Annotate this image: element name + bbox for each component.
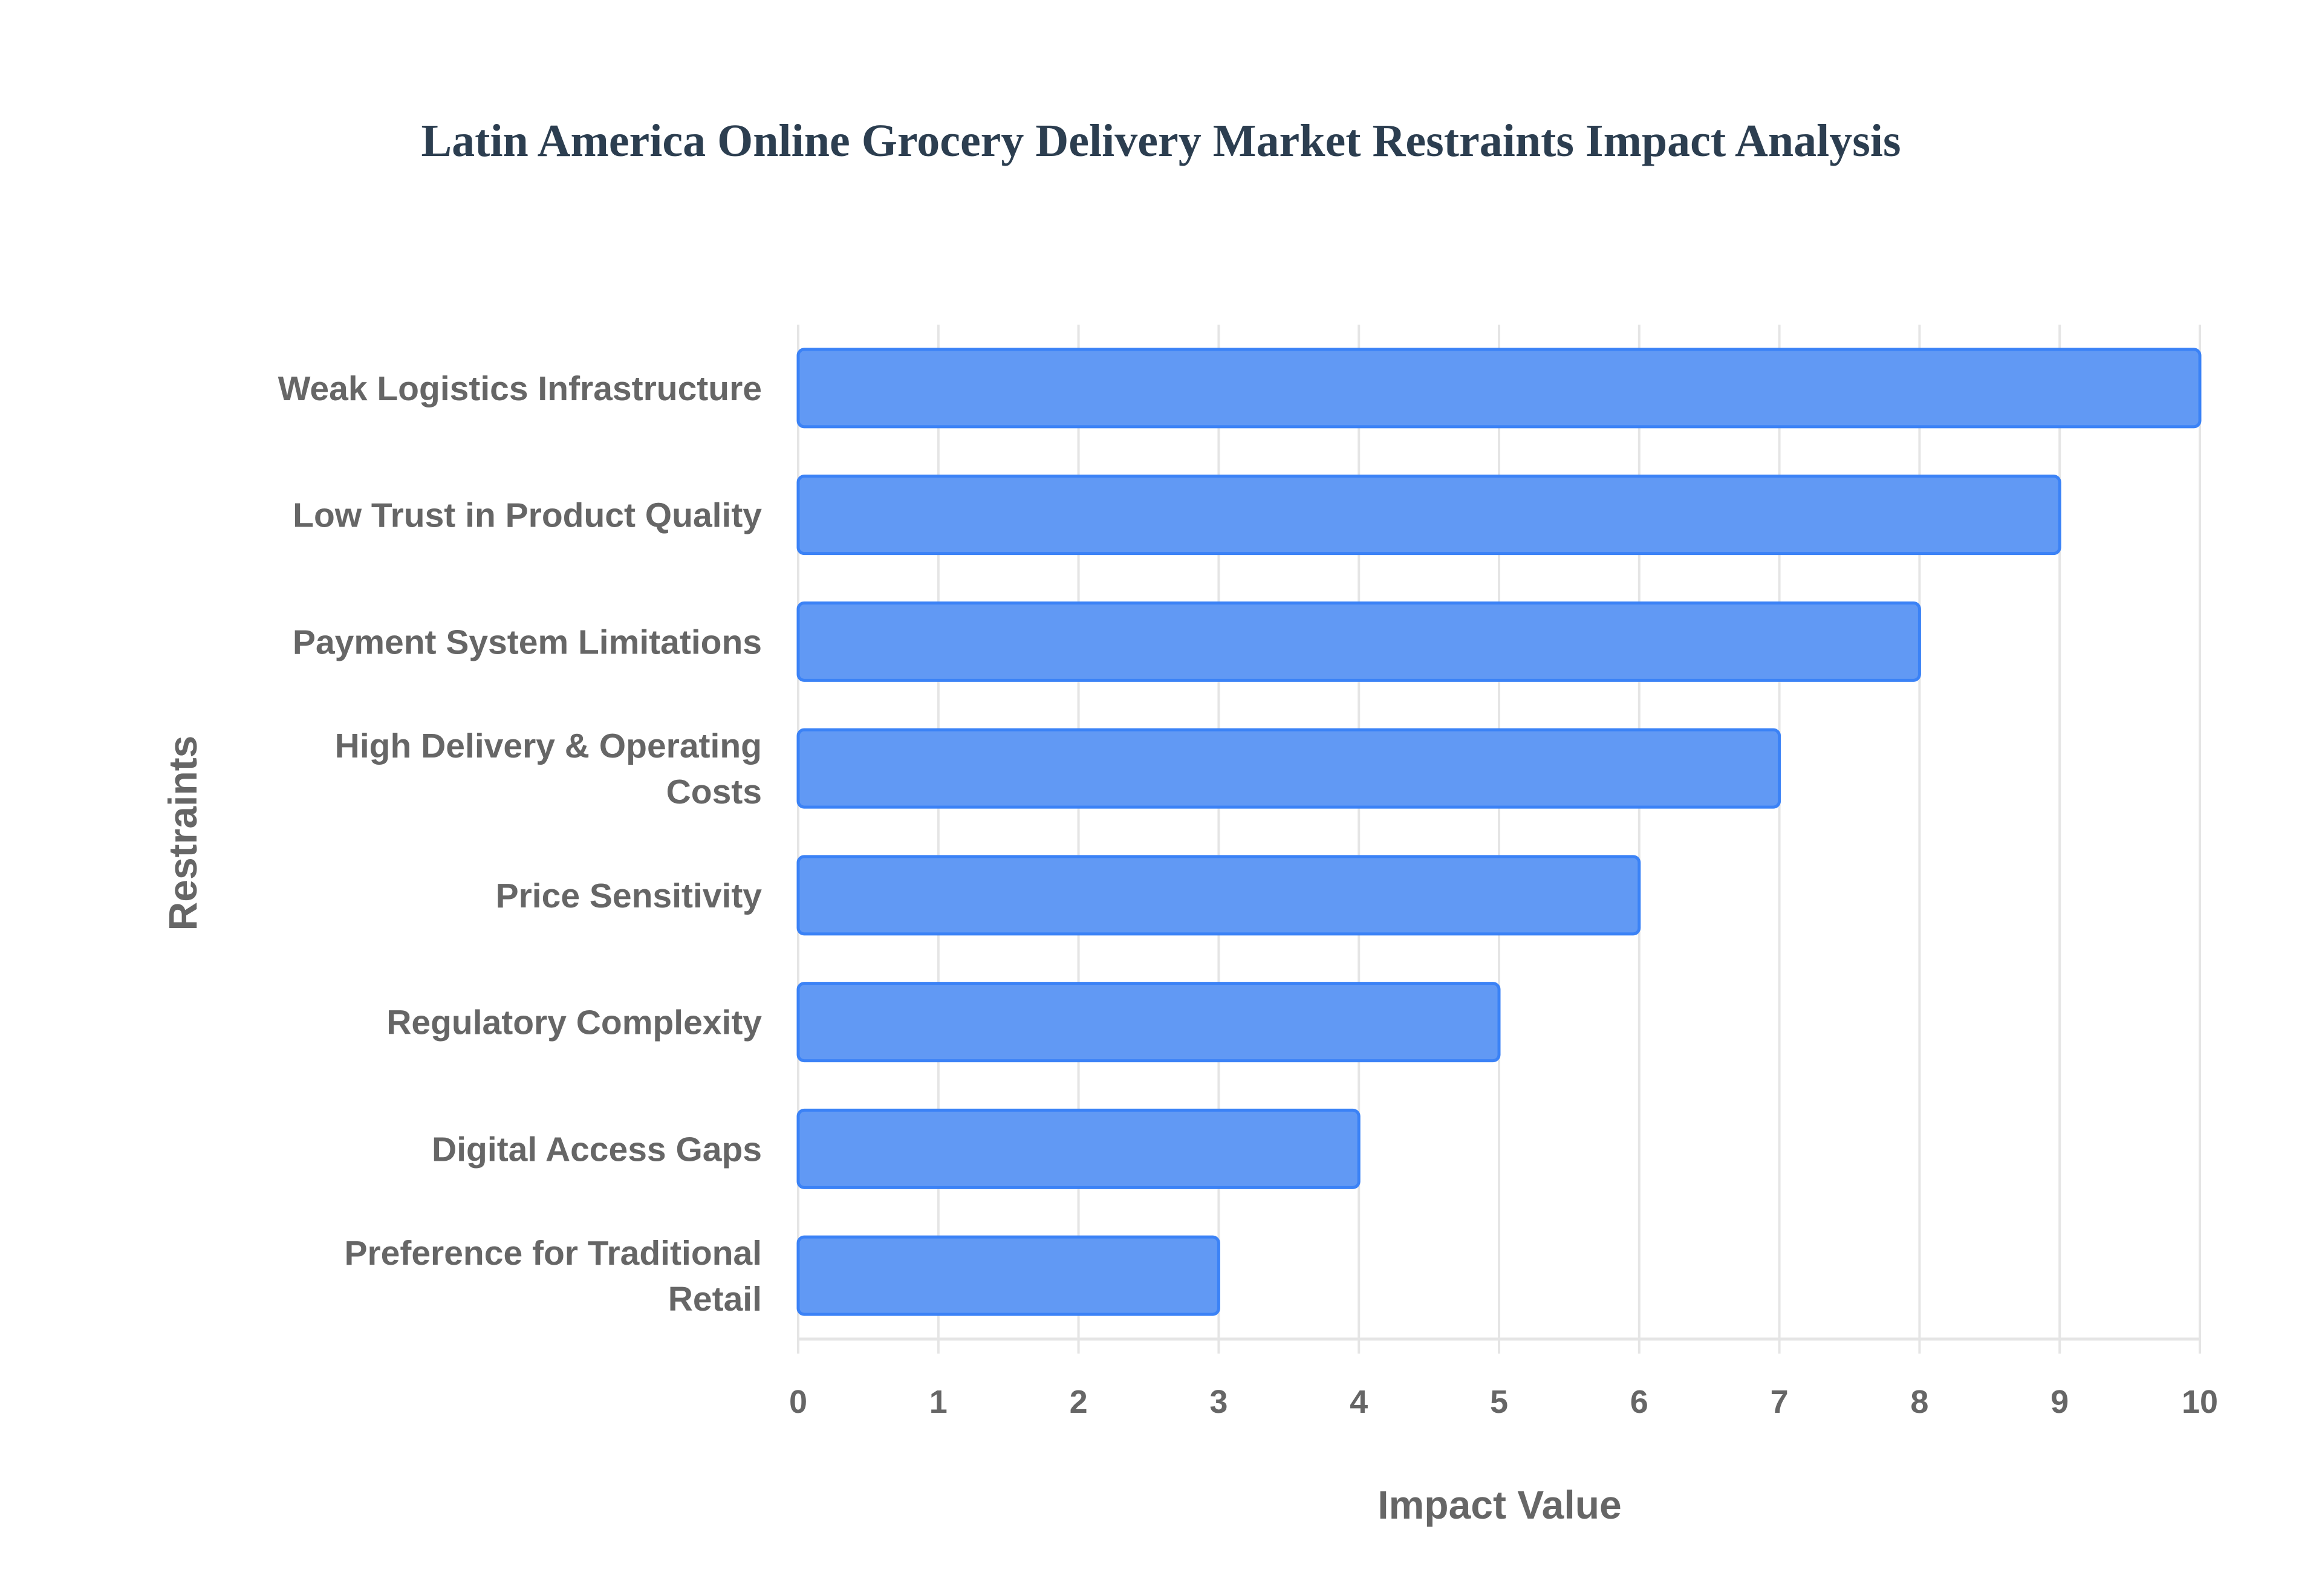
category-label: Low Trust in Product Quality xyxy=(293,496,762,535)
bar xyxy=(796,982,1501,1063)
category-label: Regulatory Complexity xyxy=(386,1004,762,1042)
category-label: Preference for Traditional Retail xyxy=(344,1234,762,1319)
chart-title: Latin America Online Grocery Delivery Ma… xyxy=(421,115,1901,166)
y-axis-title: Restraints xyxy=(160,736,205,931)
category-labels: Weak Logistics Infrastructure Low Trust i… xyxy=(278,369,763,1319)
category-label: Weak Logistics Infrastructure xyxy=(278,369,762,408)
x-tick-label: 3 xyxy=(1209,1384,1228,1420)
category-label: High Delivery & Operating Costs xyxy=(335,727,762,811)
category-label: Price Sensitivity xyxy=(496,877,763,915)
x-axis-title: Impact Value xyxy=(1377,1482,1622,1527)
category-label: Digital Access Gaps xyxy=(432,1130,762,1169)
x-tick-label: 10 xyxy=(2182,1384,2218,1420)
bar xyxy=(796,601,1921,682)
x-tick-label: 8 xyxy=(1910,1384,1928,1420)
bar xyxy=(796,348,2202,429)
bars xyxy=(796,348,2202,1316)
bar xyxy=(796,475,2061,556)
bar xyxy=(796,855,1641,936)
category-label: Payment System Limitations xyxy=(293,623,762,661)
bar xyxy=(796,1108,1361,1189)
x-tick-label: 5 xyxy=(1490,1384,1508,1420)
x-tick-label: 4 xyxy=(1350,1384,1368,1420)
x-tick-label: 7 xyxy=(1771,1384,1789,1420)
bar xyxy=(796,1235,1220,1316)
x-tick-label: 0 xyxy=(789,1384,807,1420)
x-tick-label: 1 xyxy=(929,1384,948,1420)
x-tick-labels: 0 1 2 3 4 5 6 7 8 9 10 xyxy=(789,1384,2218,1420)
x-tick-label: 9 xyxy=(2050,1384,2069,1420)
x-tick-label: 6 xyxy=(1630,1384,1648,1420)
x-tick-label: 2 xyxy=(1070,1384,1088,1420)
bar xyxy=(796,728,1781,809)
